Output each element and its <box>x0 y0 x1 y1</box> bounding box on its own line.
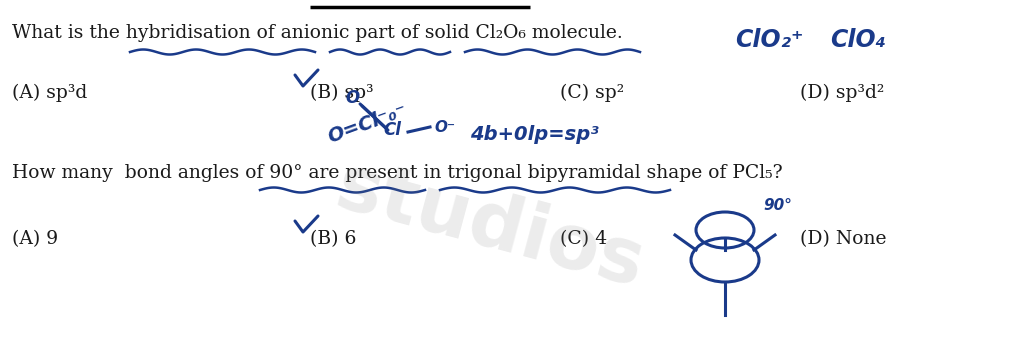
Text: ClO₂⁺: ClO₂⁺ <box>735 28 804 52</box>
Text: (B) 6: (B) 6 <box>310 230 356 248</box>
Text: Cl: Cl <box>383 121 401 139</box>
Text: 4b+0lp=sp³: 4b+0lp=sp³ <box>470 124 599 144</box>
Text: (D) None: (D) None <box>800 230 887 248</box>
Text: (C) 4: (C) 4 <box>560 230 607 248</box>
Text: (A) sp³d: (A) sp³d <box>12 84 87 102</box>
Text: How many  bond angles of 90° are present in trigonal bipyramidal shape of PCl₅?: How many bond angles of 90° are present … <box>12 164 782 182</box>
Text: ClO₄: ClO₄ <box>830 28 886 52</box>
Text: (A) 9: (A) 9 <box>12 230 58 248</box>
Text: studios: studios <box>329 150 651 303</box>
Text: What is the hybridisation of anionic part of solid Cl₂O₆ molecule.: What is the hybridisation of anionic par… <box>12 24 623 42</box>
Text: O: O <box>345 89 359 107</box>
Text: 90°: 90° <box>763 198 792 213</box>
Text: O=Cl⁻₀⁻: O=Cl⁻₀⁻ <box>325 101 410 147</box>
Text: (B) sp³: (B) sp³ <box>310 84 374 102</box>
Text: (D) sp³d²: (D) sp³d² <box>800 84 885 102</box>
Text: (C) sp²: (C) sp² <box>560 84 624 102</box>
Text: O⁻: O⁻ <box>434 119 455 134</box>
